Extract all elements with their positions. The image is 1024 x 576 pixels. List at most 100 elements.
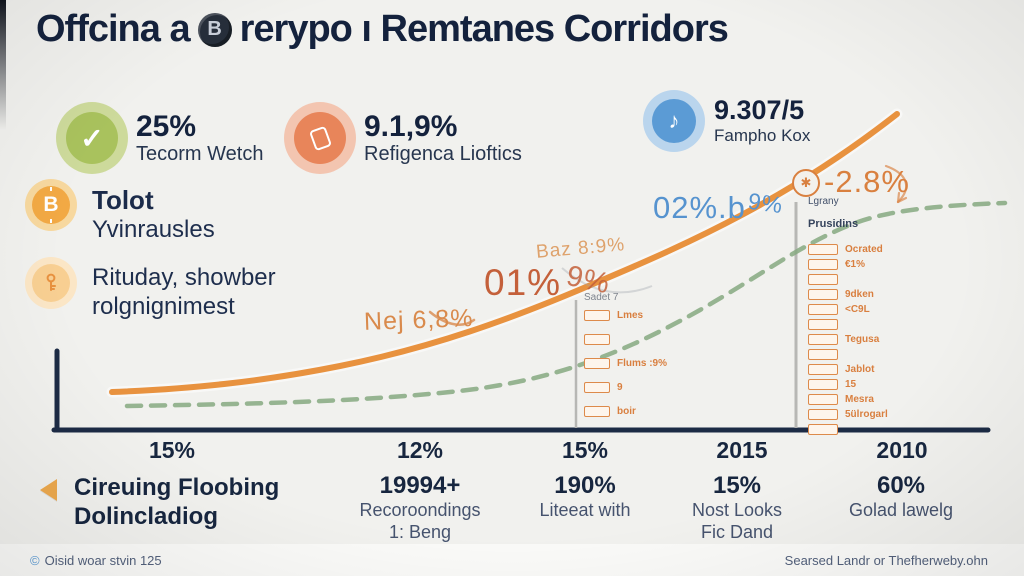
footer-left-text: Oisid woar stvin 125 — [44, 553, 162, 568]
right-legend-subtitle: Lgrany — [808, 196, 839, 207]
annotation-underline-stroke — [428, 310, 476, 326]
legend-swatch — [808, 319, 838, 330]
legend-label: <C9L — [845, 304, 870, 315]
note-glyph: ♪ — [668, 107, 680, 133]
right-legend-title: Prusidins — [808, 218, 859, 230]
feature-text: Tolot Yvinrausles — [92, 185, 215, 245]
stat-fampho-kox: ♪ 9.307/5 Fampho Kox — [652, 95, 811, 145]
feature-line-1: Rituday, showber — [92, 264, 276, 291]
feature-rituday: Rituday, showber rolgnignimest — [32, 264, 276, 322]
feature-tolot: B Tolot Yvinrausles — [32, 185, 215, 245]
sketch-scribble — [561, 267, 653, 294]
legend-label: Lmes — [617, 310, 644, 321]
legend-label: 15 — [845, 379, 857, 390]
legend-swatch — [808, 289, 838, 300]
bottom-stat-golad: 60% Golad lawelg — [849, 472, 953, 522]
title-part-1: Offcina a — [36, 8, 191, 50]
bottom-stat-line-1: Recoroondings — [359, 500, 481, 521]
legend-label: Flums :9% — [617, 358, 668, 369]
arrow-left-icon — [40, 479, 57, 501]
legend-swatch — [808, 379, 838, 390]
legend-row: Ocrated — [808, 244, 938, 255]
bottom-stat-line-1: Liteeat with — [539, 500, 631, 521]
legend-swatch — [808, 394, 838, 405]
bottom-stat-line-2: 1: Beng — [388, 521, 452, 542]
legend-row: 9dken — [808, 289, 938, 300]
annotation-blue: 02%.b9% — [653, 188, 785, 226]
legend-swatch — [808, 304, 838, 315]
bitcoin-glyph: B — [43, 193, 59, 216]
bottom-stat-cireuing: Cireuing Floobing Dolincladiog — [74, 474, 279, 532]
left-edge-shade — [0, 0, 6, 130]
legend-label: Mesra — [845, 394, 874, 405]
legend-swatch — [808, 424, 838, 435]
legend-swatch — [584, 382, 610, 393]
legend-row — [584, 334, 674, 345]
feature-line-2: Yvinrausles — [92, 215, 215, 243]
bottom-stat-value: 60% — [876, 472, 926, 499]
copyright-icon: © — [30, 553, 40, 568]
bottom-stat-value: 190% — [554, 472, 616, 499]
legend-row — [808, 424, 938, 435]
feature-text: Rituday, showber rolgnignimest — [92, 264, 276, 322]
legend-row: 15 — [808, 379, 938, 390]
legend-swatch — [808, 409, 838, 420]
stat-text: 9.307/5 Fampho Kox — [714, 95, 811, 145]
legend-row: Lmes — [584, 310, 674, 321]
coin-glyph: B — [207, 18, 222, 40]
legend-swatch — [584, 310, 610, 321]
legend-label: 5ülrogarl — [845, 409, 888, 420]
stat-text: 9.1,9% Refigenca Lioftics — [364, 110, 522, 166]
swoosh-arrow — [884, 164, 908, 204]
note-icon: ♪ — [652, 98, 696, 143]
bottom-stat-line-2: Dolincladiog — [74, 502, 218, 530]
legend-row: boir — [584, 406, 674, 417]
annotation-drop: -2.8% — [824, 164, 910, 199]
stat-label: Fampho Kox — [714, 125, 811, 145]
legend-row: €1% — [808, 259, 938, 270]
stat-value: 9.307/5 — [714, 95, 805, 125]
legend-swatch — [808, 349, 838, 360]
stat-tecorm-wetch: ✓ 25% Tecorm Wetch — [66, 110, 263, 166]
check-icon: ✓ — [66, 112, 118, 164]
legend-row — [808, 319, 938, 330]
stat-value: 25% — [136, 110, 197, 143]
bottom-stat-liteeat: 190% Liteeat with — [539, 472, 630, 522]
x-tick-label: 12% — [396, 437, 444, 463]
legend-label: €1% — [845, 259, 866, 270]
bottom-stat-line-1: Cireuing Floobing — [74, 474, 280, 501]
legend-swatch — [808, 259, 838, 270]
footer-right-text: Searsed Landr or Thefherweby.ohn — [784, 553, 988, 568]
mini-legend: Sadet 7 Lmes Flums :9% 9 boir — [584, 292, 674, 430]
orange-solid-curve — [109, 111, 900, 395]
legend-row: Jablot — [808, 364, 938, 375]
swoosh-arrowhead — [896, 191, 908, 204]
legend-swatch — [584, 358, 610, 369]
key-icon — [32, 264, 70, 302]
bottom-stat-value: 19994+ — [379, 472, 461, 499]
title-part-2: rerypo ı Remtanes Corridors — [239, 8, 729, 50]
stat-label: Tecorm Wetch — [136, 143, 264, 165]
feature-line-1: Tolot — [92, 185, 154, 215]
right-legend: Lgrany Prusidins Ocrated €1% 9dken <C9L … — [808, 196, 938, 439]
annotation-blue-main: 02%.b — [653, 190, 746, 225]
bottom-stat-line-1: Golad lawelg — [848, 500, 954, 521]
legend-label: 9 — [617, 382, 623, 393]
legend-row: <C9L — [808, 304, 938, 315]
mini-legend-title: Sadet 7 — [584, 292, 619, 303]
check-glyph: ✓ — [80, 122, 104, 154]
legend-label: Jablot — [845, 364, 875, 375]
legend-swatch — [808, 244, 838, 255]
legend-row — [808, 274, 938, 285]
key-glyph — [46, 273, 56, 291]
bitcoin-icon: B — [32, 186, 70, 224]
legend-row: Flums :9% — [584, 358, 674, 369]
bottom-stat-line-1: Nost Looks — [691, 500, 783, 521]
feature-line-2: rolgnignimest — [92, 292, 235, 320]
legend-swatch — [584, 334, 610, 345]
legend-label: Ocrated — [845, 244, 883, 255]
legend-swatch — [584, 406, 610, 417]
x-tick-label: 2010 — [876, 437, 928, 463]
green-dashed-curve — [124, 200, 1008, 409]
bottom-stat-value: 15% — [712, 472, 762, 499]
